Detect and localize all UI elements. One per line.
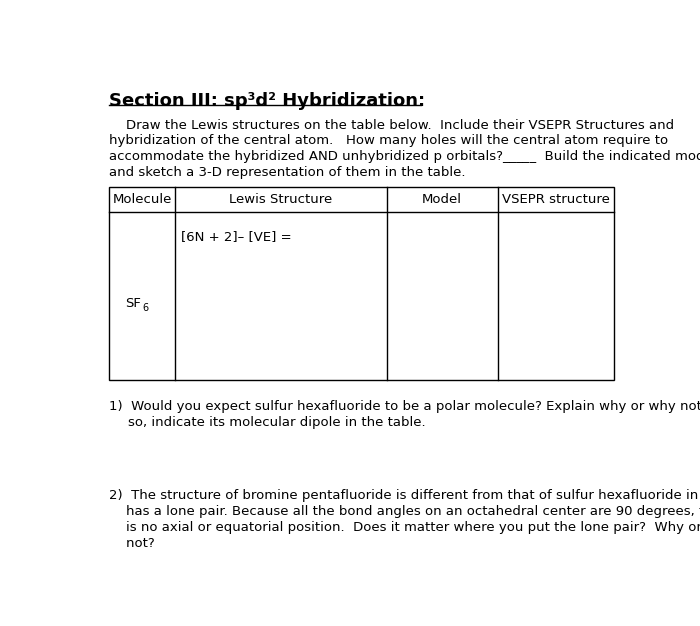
Text: Model: Model (422, 193, 462, 206)
Text: Molecule: Molecule (112, 193, 172, 206)
Text: 6: 6 (143, 304, 148, 314)
Text: hybridization of the central atom.   How many holes will the central atom requir: hybridization of the central atom. How m… (109, 135, 668, 147)
Text: is no axial or equatorial position.  Does it matter where you put the lone pair?: is no axial or equatorial position. Does… (109, 521, 700, 534)
Text: not?: not? (109, 537, 155, 550)
Text: VSEPR structure: VSEPR structure (502, 193, 610, 206)
Text: so, indicate its molecular dipole in the table.: so, indicate its molecular dipole in the… (128, 416, 426, 429)
Text: Section III: sp³d² Hybridization:: Section III: sp³d² Hybridization: (109, 92, 426, 110)
Text: 1)  Would you expect sulfur hexafluoride to be a polar molecule? Explain why or : 1) Would you expect sulfur hexafluoride … (109, 400, 700, 413)
Text: SF: SF (125, 297, 141, 310)
Text: Draw the Lewis structures on the table below.  Include their VSEPR Structures an: Draw the Lewis structures on the table b… (109, 118, 674, 131)
Text: has a lone pair. Because all the bond angles on an octahedral center are 90 degr: has a lone pair. Because all the bond an… (109, 505, 700, 518)
Text: [6N + 2]– [VE] =: [6N + 2]– [VE] = (181, 230, 292, 244)
Text: 2)  The structure of bromine pentafluoride is different from that of sulfur hexa: 2) The structure of bromine pentafluorid… (109, 489, 700, 502)
Text: Lewis Structure: Lewis Structure (229, 193, 332, 206)
Bar (109, 187, 614, 380)
Text: and sketch a 3-D representation of them in the table.: and sketch a 3-D representation of them … (109, 167, 466, 179)
Text: accommodate the hybridized AND unhybridized p orbitals?_____  Build the indicate: accommodate the hybridized AND unhybridi… (109, 150, 700, 163)
